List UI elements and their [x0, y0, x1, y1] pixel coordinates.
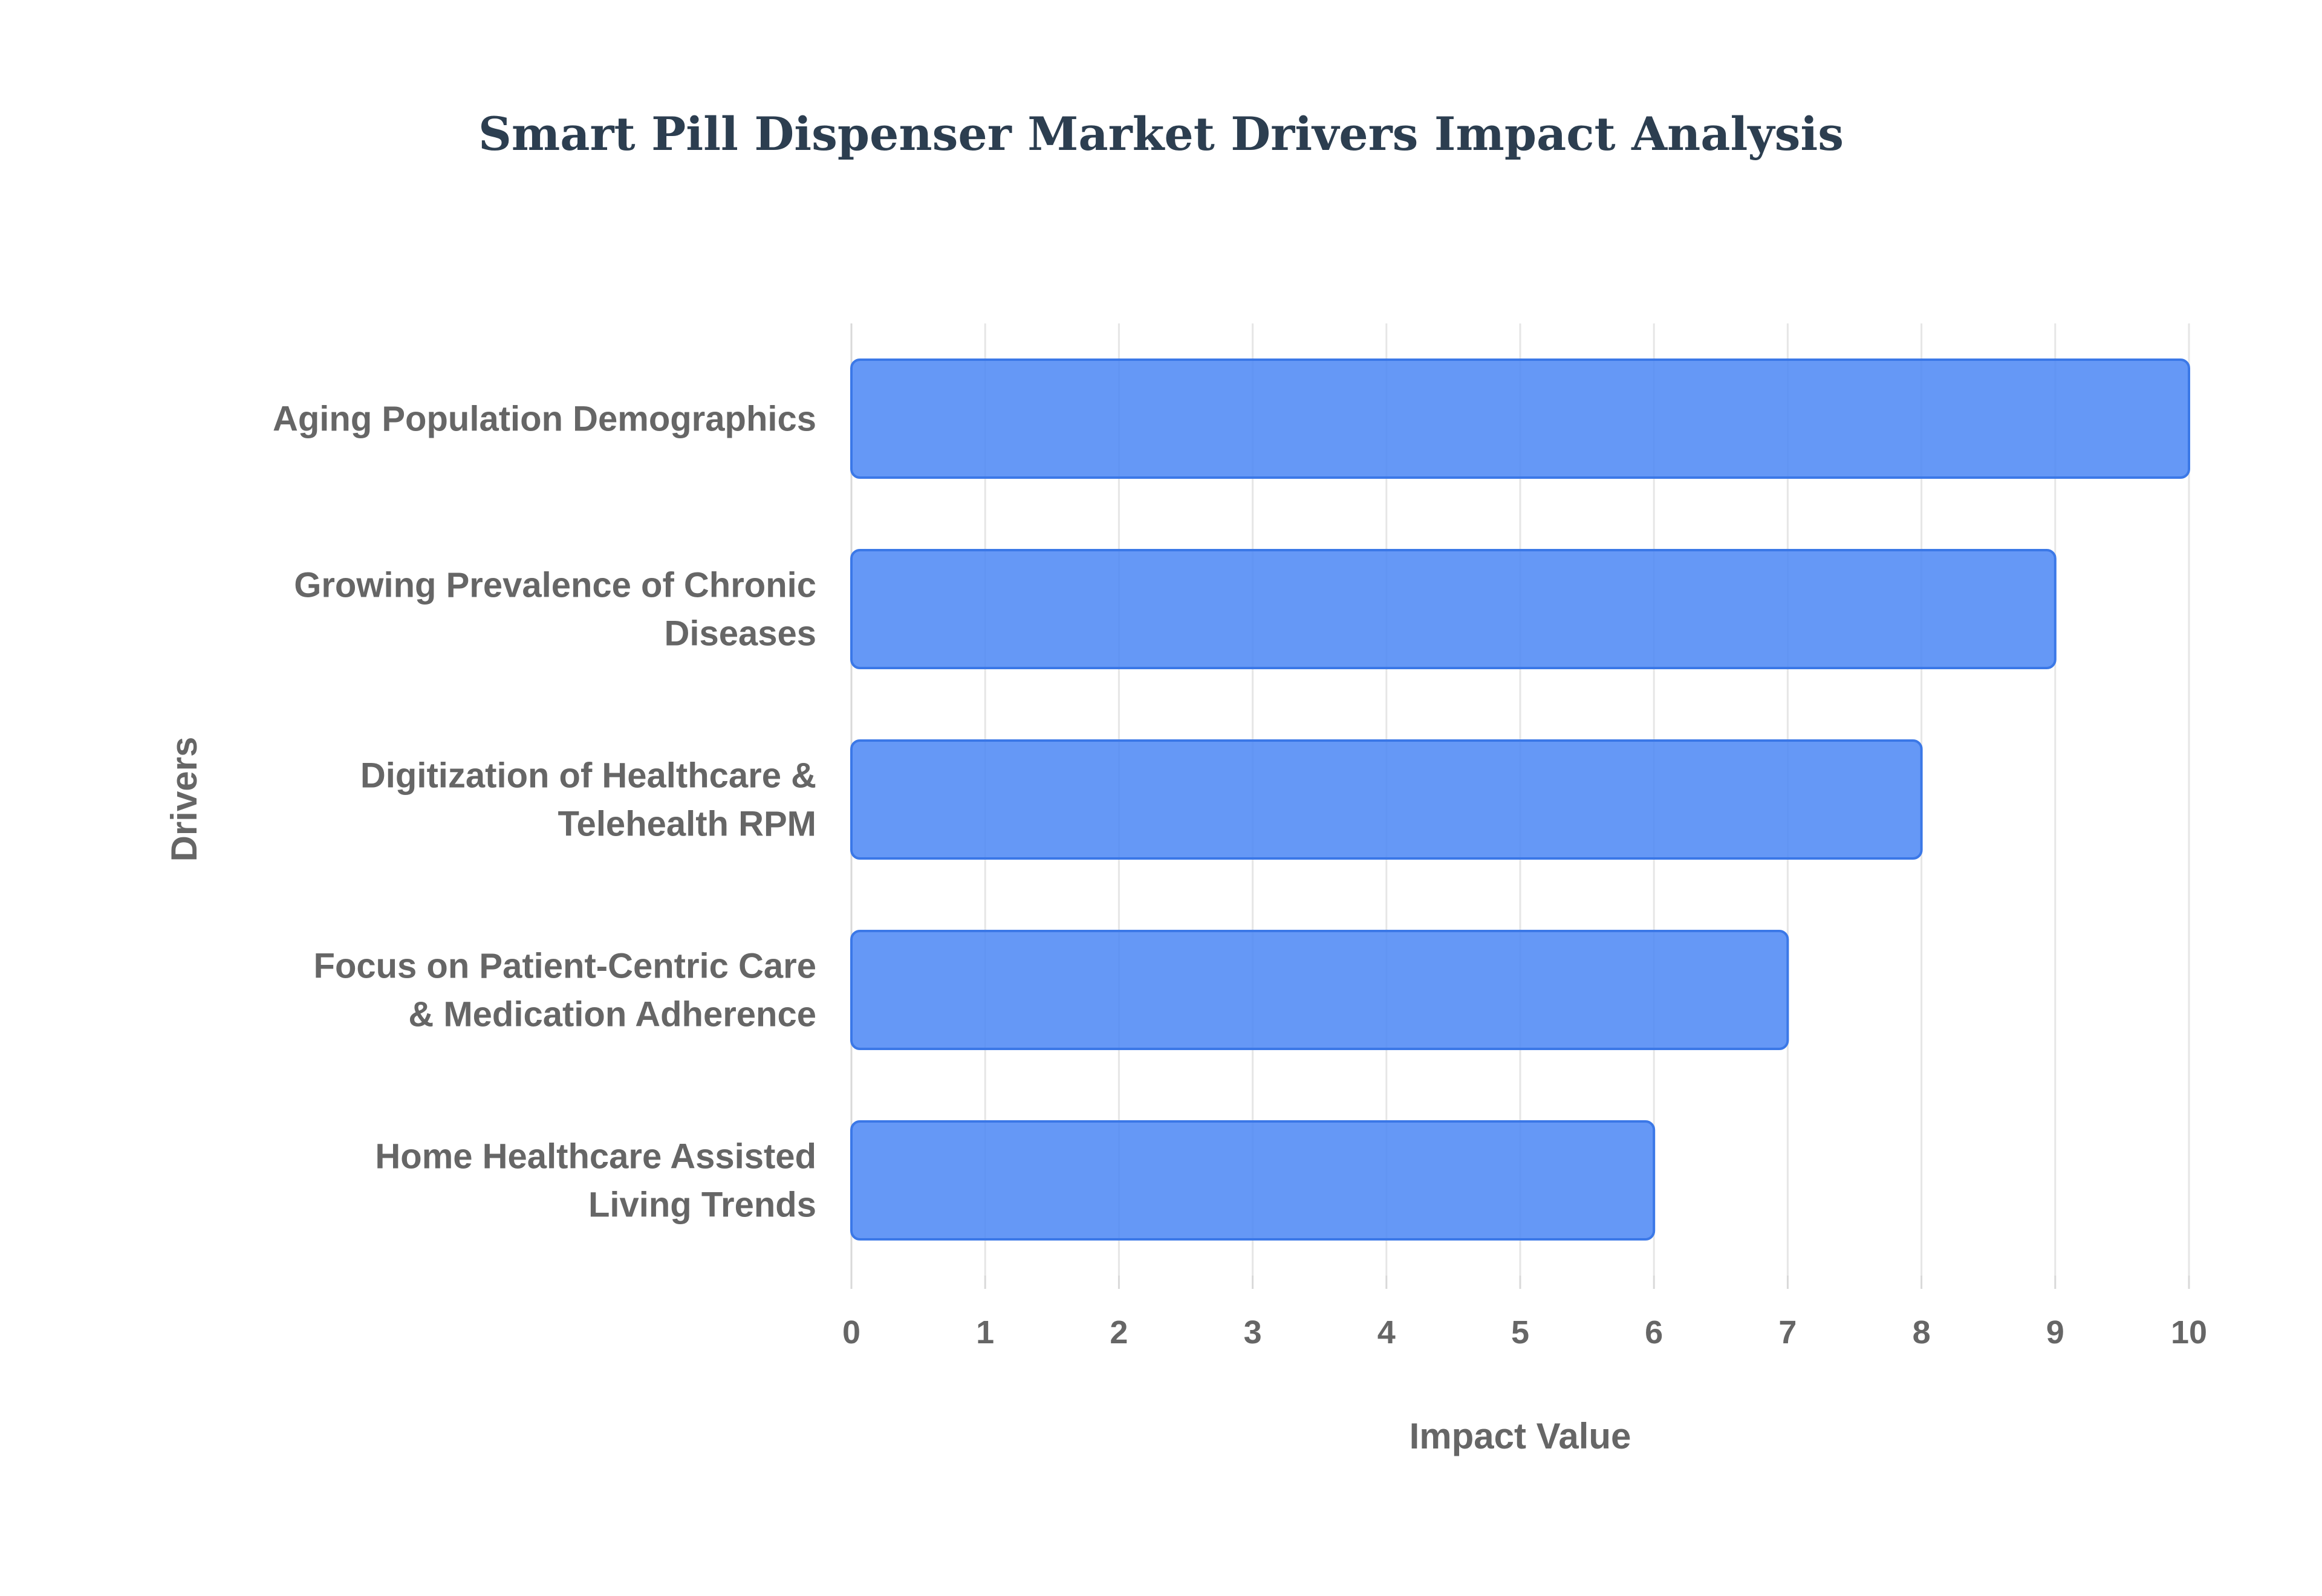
x-tick-label: 4: [1377, 1314, 1396, 1351]
category-label: & Medication Adherence: [408, 995, 816, 1034]
category-label: Digitization of Healthcare &: [360, 756, 816, 796]
x-tick-label: 5: [1511, 1314, 1529, 1351]
y-axis-title: Drivers: [164, 737, 204, 862]
x-tick-label: 3: [1244, 1314, 1262, 1351]
bars: [850, 358, 2190, 1241]
x-axis-title: Impact Value: [1410, 1416, 1631, 1456]
chart-title: Smart Pill Dispenser Market Drivers Impa…: [478, 107, 1844, 161]
bar[interactable]: [850, 358, 2190, 479]
category-label: Telehealth RPM: [558, 805, 816, 844]
x-tick-label: 2: [1110, 1314, 1128, 1351]
x-tick-label: 10: [2171, 1314, 2207, 1351]
category-label: Focus on Patient-Centric Care: [314, 947, 816, 986]
bar[interactable]: [850, 549, 2057, 669]
x-tick-label: 6: [1645, 1314, 1663, 1351]
bar[interactable]: [850, 930, 1789, 1050]
category-label: Home Healthcare Assisted: [375, 1137, 816, 1176]
x-tick-labels: 0 1 2 3 4 5 6 7 8 9 10: [842, 1314, 2207, 1351]
x-tick-label: 9: [2046, 1314, 2064, 1351]
x-tick-label: 1: [976, 1314, 994, 1351]
x-tick-label: 0: [842, 1314, 860, 1351]
x-tick-label: 7: [1778, 1314, 1797, 1351]
category-label: Aging Population Demographics: [273, 400, 816, 439]
bar[interactable]: [850, 1120, 1656, 1241]
category-label: Diseases: [664, 614, 816, 654]
category-label: Growing Prevalence of Chronic: [294, 566, 816, 605]
bar[interactable]: [850, 739, 1923, 860]
y-category-labels: Aging Population Demographics Growing Pre…: [273, 400, 816, 1225]
category-label: Living Trends: [588, 1186, 816, 1225]
x-tick-label: 8: [1913, 1314, 1931, 1351]
